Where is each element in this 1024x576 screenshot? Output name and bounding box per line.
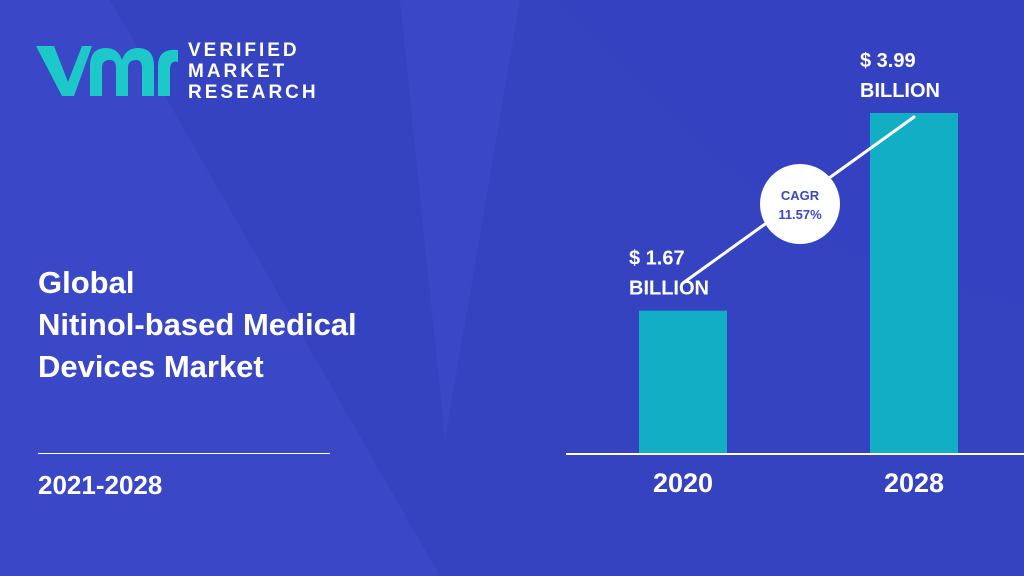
cagr-value: 11.57%: [778, 207, 822, 222]
forecast-period: 2021-2028: [38, 470, 163, 500]
title-divider: [38, 453, 330, 454]
cagr-label: CAGR: [781, 188, 820, 203]
brand-logo: VERIFIED MARKET RESEARCH: [32, 38, 322, 110]
logo-line-2: MARKET: [188, 61, 288, 82]
logo-wordmark: VERIFIED MARKET RESEARCH: [188, 40, 319, 103]
title-line-2: Nitinol-based Medical: [38, 307, 357, 342]
title-line-3: Devices Market: [38, 349, 264, 384]
market-title: Global Nitinol-based Medical Devices Mar…: [38, 262, 357, 388]
x-tick-label-2020: 2020: [653, 468, 713, 498]
cagr-badge: [760, 164, 840, 244]
bar-2028: [870, 113, 958, 453]
title-line-1: Global: [38, 265, 135, 300]
data-label-2020-value: $ 1.67: [629, 248, 685, 270]
data-label-2028-value: $ 3.99: [860, 50, 916, 72]
bar-2020: [639, 310, 727, 453]
data-label-2028-unit: BILLION: [860, 80, 940, 102]
logo-line-3: RESEARCH: [188, 82, 319, 103]
logo-vmr-icon: [36, 46, 178, 96]
data-label-2020-unit: BILLION: [629, 278, 709, 300]
x-tick-label-2028: 2028: [884, 468, 944, 498]
logo-line-1: VERIFIED: [188, 40, 300, 61]
